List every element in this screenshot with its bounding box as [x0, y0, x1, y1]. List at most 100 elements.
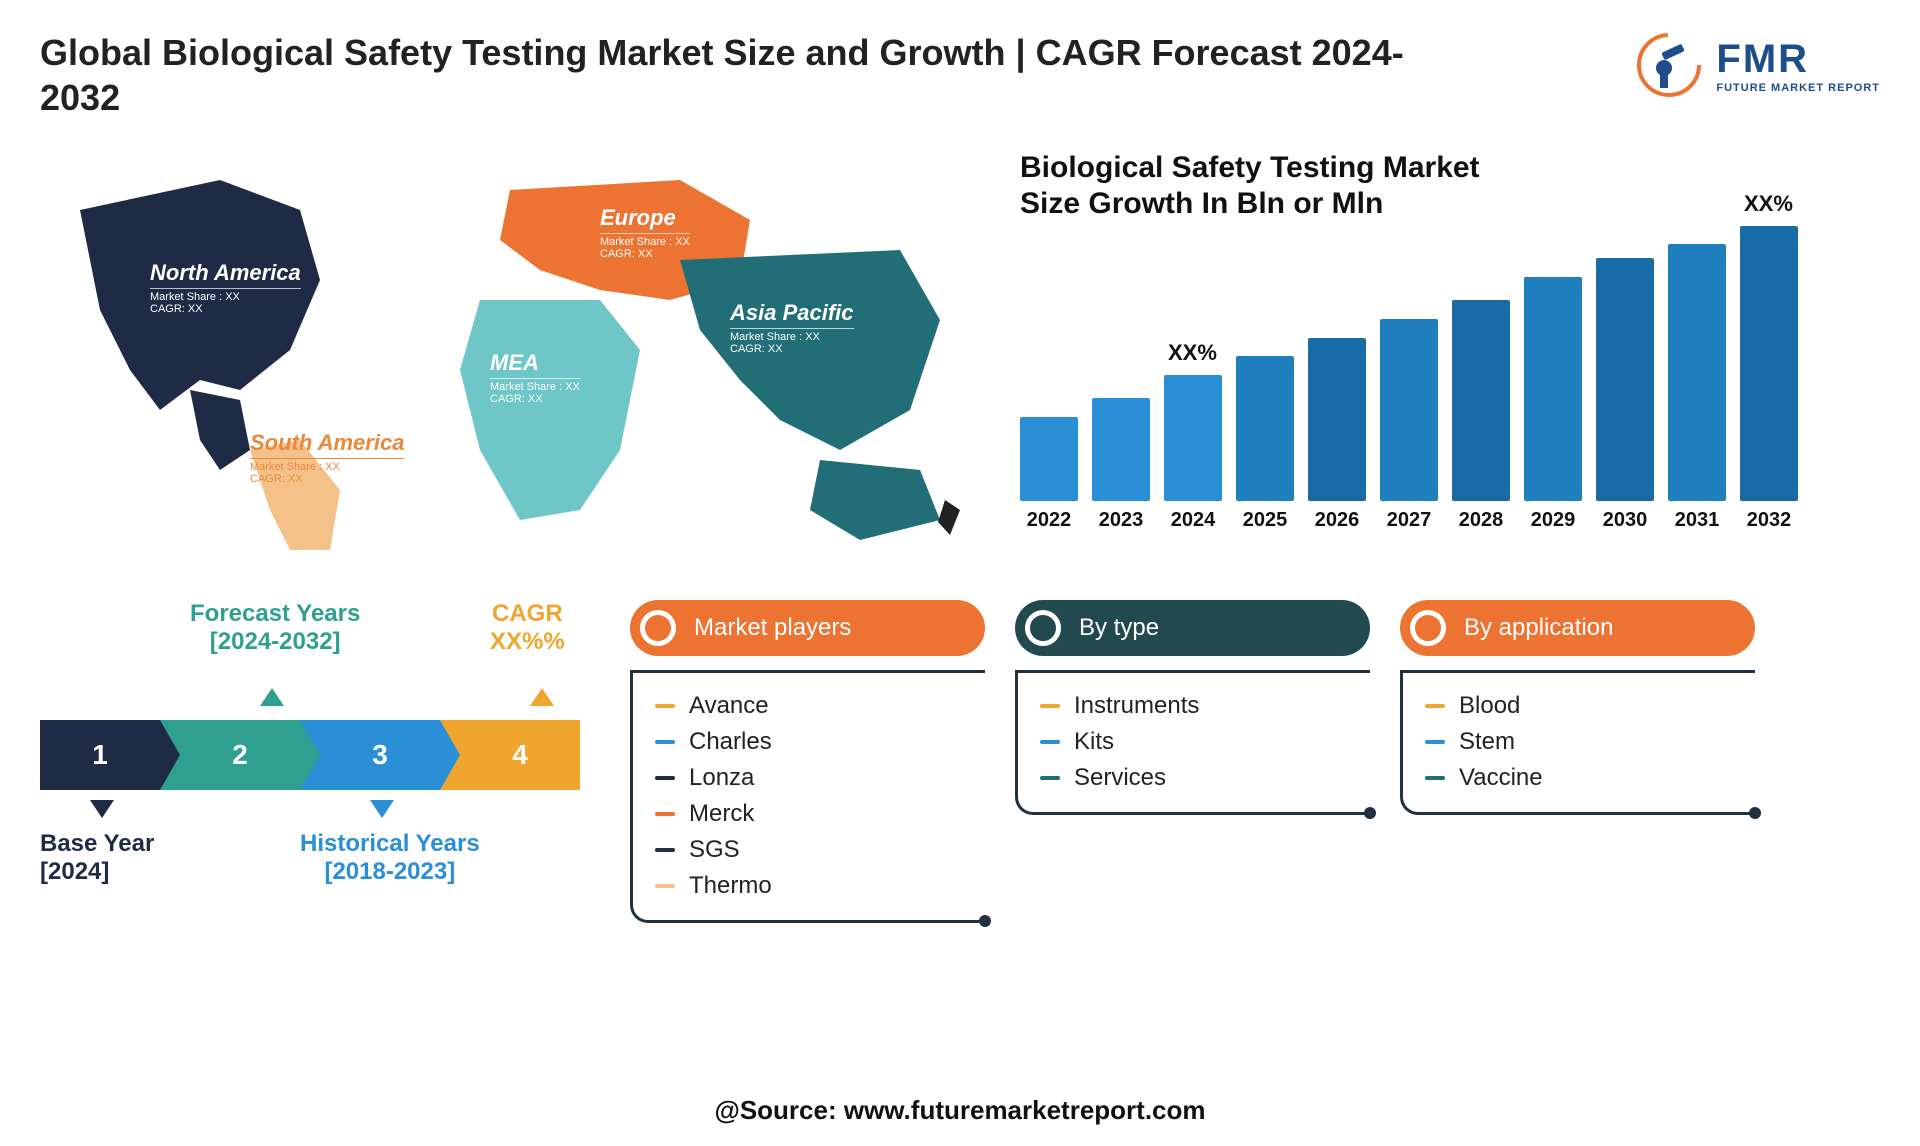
bar-2032 — [1740, 226, 1798, 501]
tl-hist-label: Historical Years — [300, 830, 480, 858]
region-sa-cagr: CAGR: XX — [250, 473, 404, 485]
list-item-label: Charles — [689, 728, 772, 756]
bar-chart: Biological Safety Testing Market Size Gr… — [1020, 150, 1880, 550]
region-sa-share: Market Share : XX — [250, 461, 404, 473]
market-players-block: Market players Avance Charles Lonza Merck SG… — [630, 600, 985, 923]
bar-2030 — [1596, 258, 1654, 501]
list-item: SGS — [655, 832, 973, 868]
tick-icon — [1040, 740, 1060, 744]
chart-title: Biological Safety Testing Market Size Gr… — [1020, 150, 1480, 222]
bar-col-2031: 2031 — [1668, 244, 1726, 532]
list-item-label: Instruments — [1074, 692, 1199, 720]
list-item: Stem — [1425, 724, 1743, 760]
list-item-label: Lonza — [689, 764, 754, 792]
pill-by-type: By type — [1015, 600, 1370, 656]
region-sa-name: South America — [250, 430, 404, 456]
bar-2025 — [1236, 356, 1294, 501]
pill-application-title: By application — [1464, 614, 1613, 642]
tl-seg-2: 2 — [160, 720, 300, 790]
telescope-icon — [1634, 30, 1704, 100]
bar-label-2027: 2027 — [1387, 509, 1432, 532]
region-eu-name: Europe — [600, 205, 690, 231]
tick-icon — [1040, 776, 1060, 780]
bar-label-2025: 2025 — [1243, 509, 1288, 532]
by-application-block: By application Blood Stem Vaccine — [1400, 600, 1755, 815]
region-ap-share: Market Share : XX — [730, 331, 854, 343]
tl-base-label: Base Year — [40, 830, 154, 858]
list-item-label: Thermo — [689, 872, 772, 900]
tick-icon — [655, 848, 675, 852]
list-item-label: Avance — [689, 692, 769, 720]
bar-2024 — [1164, 375, 1222, 501]
bar-col-2025: 2025 — [1236, 356, 1294, 532]
list-item: Avance — [655, 688, 973, 724]
tl-cagr-label: CAGR — [490, 600, 565, 628]
bullet-icon — [1025, 610, 1061, 646]
by-type-block: By type Instruments Kits Services — [1015, 600, 1370, 815]
tick-icon — [1425, 704, 1445, 708]
region-ap-name: Asia Pacific — [730, 300, 854, 326]
bar-label-2022: 2022 — [1027, 509, 1072, 532]
list-item-label: Vaccine — [1459, 764, 1543, 792]
tl-seg-4: 4 — [440, 720, 580, 790]
bar-col-2027: 2027 — [1380, 319, 1438, 532]
bar-2027 — [1380, 319, 1438, 501]
region-mea-share: Market Share : XX — [490, 381, 580, 393]
tick-icon — [655, 884, 675, 888]
list-item: Charles — [655, 724, 973, 760]
tl-hist-range: [2018-2023] — [300, 858, 480, 886]
region-eu-share: Market Share : XX — [600, 236, 690, 248]
tl-cagr-value: XX%% — [490, 628, 565, 656]
tl-seg-1: 1 — [40, 720, 160, 790]
bar-2023 — [1092, 398, 1150, 501]
bar-col-2024: 2024 — [1164, 375, 1222, 532]
bar-2028 — [1452, 300, 1510, 501]
chart-annotation-2032: XX% — [1744, 191, 1793, 217]
pill-players-title: Market players — [694, 614, 851, 642]
logo-sub-text: FUTURE MARKET REPORT — [1716, 82, 1880, 94]
region-na-share: Market Share : XX — [150, 291, 301, 303]
bullet-icon — [1410, 610, 1446, 646]
bullet-icon — [640, 610, 676, 646]
tick-icon — [655, 704, 675, 708]
list-item-label: Kits — [1074, 728, 1114, 756]
list-item-label: Stem — [1459, 728, 1515, 756]
bar-2029 — [1524, 277, 1582, 501]
tl-seg-3: 3 — [300, 720, 440, 790]
tick-icon — [655, 812, 675, 816]
tl-forecast-range: [2024-2032] — [190, 628, 360, 656]
list-item: Merck — [655, 796, 973, 832]
list-item-label: SGS — [689, 836, 740, 864]
timeline: Forecast Years [2024-2032] CAGR XX%% 1 2… — [40, 600, 600, 900]
bar-label-2029: 2029 — [1531, 509, 1576, 532]
pill-market-players: Market players — [630, 600, 985, 656]
bar-label-2031: 2031 — [1675, 509, 1720, 532]
tick-icon — [655, 740, 675, 744]
list-item: Lonza — [655, 760, 973, 796]
list-item: Thermo — [655, 868, 973, 904]
bar-label-2024: 2024 — [1171, 509, 1216, 532]
list-item-label: Services — [1074, 764, 1166, 792]
bar-col-2029: 2029 — [1524, 277, 1582, 532]
pill-by-application: By application — [1400, 600, 1755, 656]
list-item-label: Blood — [1459, 692, 1520, 720]
brand-logo: FMR FUTURE MARKET REPORT — [1634, 30, 1880, 100]
list-item: Kits — [1040, 724, 1358, 760]
bar-label-2032: 2032 — [1747, 509, 1792, 532]
source-attribution: @Source: www.futuremarketreport.com — [714, 1095, 1205, 1126]
bar-col-2023: 2023 — [1092, 398, 1150, 532]
region-na-cagr: CAGR: XX — [150, 303, 301, 315]
region-eu-cagr: CAGR: XX — [600, 248, 690, 260]
region-ap-cagr: CAGR: XX — [730, 343, 854, 355]
bar-2022 — [1020, 417, 1078, 501]
pill-type-title: By type — [1079, 614, 1159, 642]
tick-icon — [1040, 704, 1060, 708]
chart-annotation-2024: XX% — [1168, 340, 1217, 366]
list-item: Services — [1040, 760, 1358, 796]
tick-icon — [655, 776, 675, 780]
bar-col-2022: 2022 — [1020, 417, 1078, 532]
bar-label-2028: 2028 — [1459, 509, 1504, 532]
region-na-name: North America — [150, 260, 301, 286]
page-title: Global Biological Safety Testing Market … — [40, 30, 1440, 120]
bar-col-2026: 2026 — [1308, 338, 1366, 532]
